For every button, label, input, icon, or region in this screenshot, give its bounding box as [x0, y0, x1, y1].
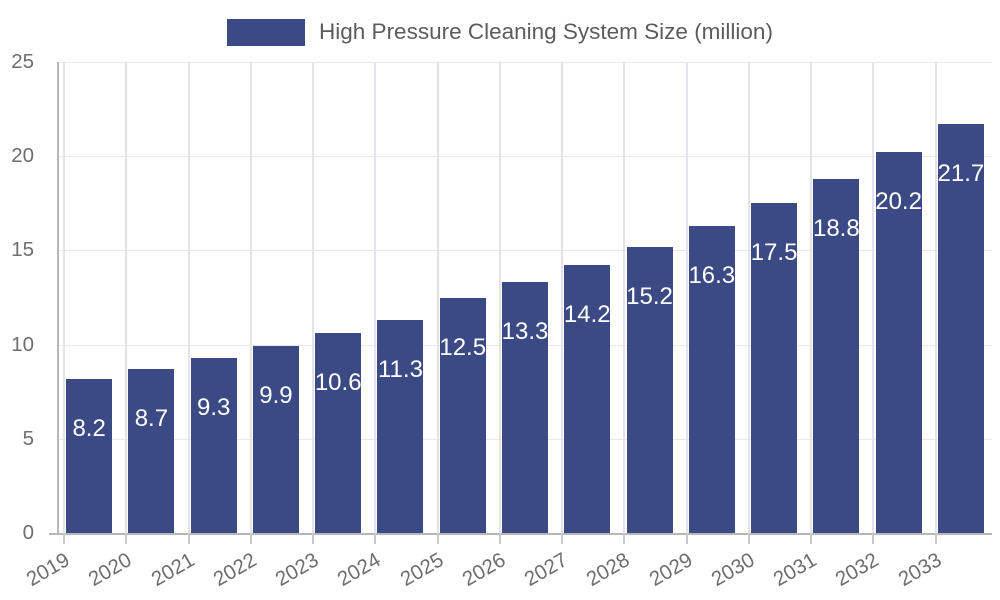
x-axis-tick-mark [249, 533, 252, 544]
gridline-vertical [312, 62, 315, 533]
y-axis-tick-label: 5 [22, 426, 34, 450]
y-axis-line [57, 62, 59, 533]
gridline-vertical [623, 62, 626, 533]
x-axis-tick-label: 2020 [84, 548, 136, 591]
bar[interactable] [502, 282, 548, 533]
x-axis-tick-mark [934, 533, 937, 544]
bar-value-label: 10.6 [314, 369, 362, 397]
x-axis-tick-label: 2024 [333, 548, 385, 591]
x-axis-tick-label: 2027 [520, 548, 572, 591]
bar-value-label: 12.5 [439, 333, 487, 361]
bar[interactable] [875, 152, 922, 533]
bar[interactable] [564, 265, 611, 533]
gridline-vertical [685, 62, 688, 533]
x-axis-tick-label: 2031 [769, 548, 821, 591]
bar-value-label: 17.5 [750, 239, 798, 267]
bar-value-label: 15.2 [626, 282, 673, 310]
gridline-vertical [187, 62, 190, 533]
bar-value-label: 16.3 [688, 261, 736, 289]
bar[interactable] [315, 333, 362, 533]
x-axis-tick-mark [747, 533, 750, 544]
x-axis-tick-label: 2021 [147, 548, 199, 591]
bar[interactable] [377, 320, 424, 533]
gridline-vertical [63, 62, 65, 533]
bar-value-label: 18.8 [812, 214, 860, 242]
y-axis-tick-label: 25 [11, 49, 34, 73]
gridline-vertical [747, 62, 750, 533]
x-axis-tick-label: 2033 [894, 548, 946, 591]
x-axis-tick-mark [810, 533, 813, 544]
bar[interactable] [252, 346, 299, 533]
bar-value-label: 9.3 [196, 393, 231, 421]
bar-value-label: 9.9 [259, 382, 293, 410]
y-axis-tick-label: 15 [11, 238, 34, 262]
y-axis-tick-label: 20 [11, 143, 34, 167]
gridline-vertical [374, 62, 377, 533]
legend-label: High Pressure Cleaning System Size (mill… [319, 18, 773, 44]
bar[interactable] [937, 124, 984, 533]
x-axis-tick-label: 2025 [396, 548, 448, 591]
x-axis-tick-label: 2029 [645, 548, 697, 591]
gridline-vertical [498, 62, 501, 533]
bar[interactable] [751, 203, 798, 533]
gridline-vertical [872, 62, 875, 533]
x-axis-tick-mark [498, 533, 501, 544]
bar[interactable] [66, 378, 113, 533]
x-axis-tick-mark [561, 533, 564, 544]
gridline-vertical [249, 62, 252, 533]
gridline-vertical [810, 62, 813, 533]
x-axis-tick-label: 2030 [707, 548, 759, 591]
x-axis-tick-label: 2028 [582, 548, 634, 591]
bar[interactable] [439, 297, 486, 533]
bar[interactable] [190, 357, 237, 533]
bar[interactable] [813, 178, 860, 533]
bar[interactable] [688, 225, 735, 533]
x-axis-tick-label: 2022 [209, 548, 261, 591]
plot-area: 0 5 10 15 20 25 8.2 8.7 9.3 9.9 10.6 11.3 12.5 13.3 1… [11, 51, 992, 591]
x-axis-tick-mark [63, 533, 65, 544]
x-axis-tick-label: 2026 [458, 548, 510, 591]
bar-value-label: 8.7 [134, 405, 169, 433]
x-axis-tick-mark [187, 533, 190, 544]
gridline-horizontal [58, 62, 992, 63]
x-axis-line [49, 533, 992, 535]
gridline-vertical [561, 62, 564, 533]
x-axis-tick-label: 2032 [831, 548, 883, 591]
bar-value-label: 20.2 [875, 188, 922, 216]
bar[interactable] [128, 369, 175, 533]
x-axis-tick-mark [374, 533, 377, 544]
gridline-vertical [436, 62, 439, 533]
legend-color-swatch [227, 18, 306, 46]
x-axis-tick-label: 2019 [22, 548, 74, 591]
x-axis-tick-mark [872, 533, 875, 544]
gridline-vertical [934, 62, 937, 533]
gridline-horizontal [58, 156, 992, 158]
gridline-horizontal [58, 250, 992, 252]
x-axis-tick-mark [685, 533, 688, 544]
y-axis-tick-label: 10 [11, 332, 34, 356]
bar[interactable] [626, 246, 673, 533]
chart-legend: High Pressure Cleaning System Size (mill… [0, 14, 1000, 50]
x-axis-tick-mark [312, 533, 315, 544]
bar-value-label: 21.7 [937, 160, 985, 188]
gridline-vertical [125, 62, 128, 533]
x-axis-tick-mark [436, 533, 439, 544]
x-axis-tick-mark [125, 533, 128, 544]
x-axis-tick-mark [623, 533, 626, 544]
bar-value-label: 8.2 [72, 414, 106, 442]
bar-value-label: 11.3 [377, 356, 423, 384]
y-axis-tick-label: 0 [22, 520, 34, 544]
x-axis-tick-label: 2023 [271, 548, 323, 591]
bar-value-label: 14.2 [563, 301, 611, 329]
bar-value-label: 13.3 [501, 318, 549, 346]
